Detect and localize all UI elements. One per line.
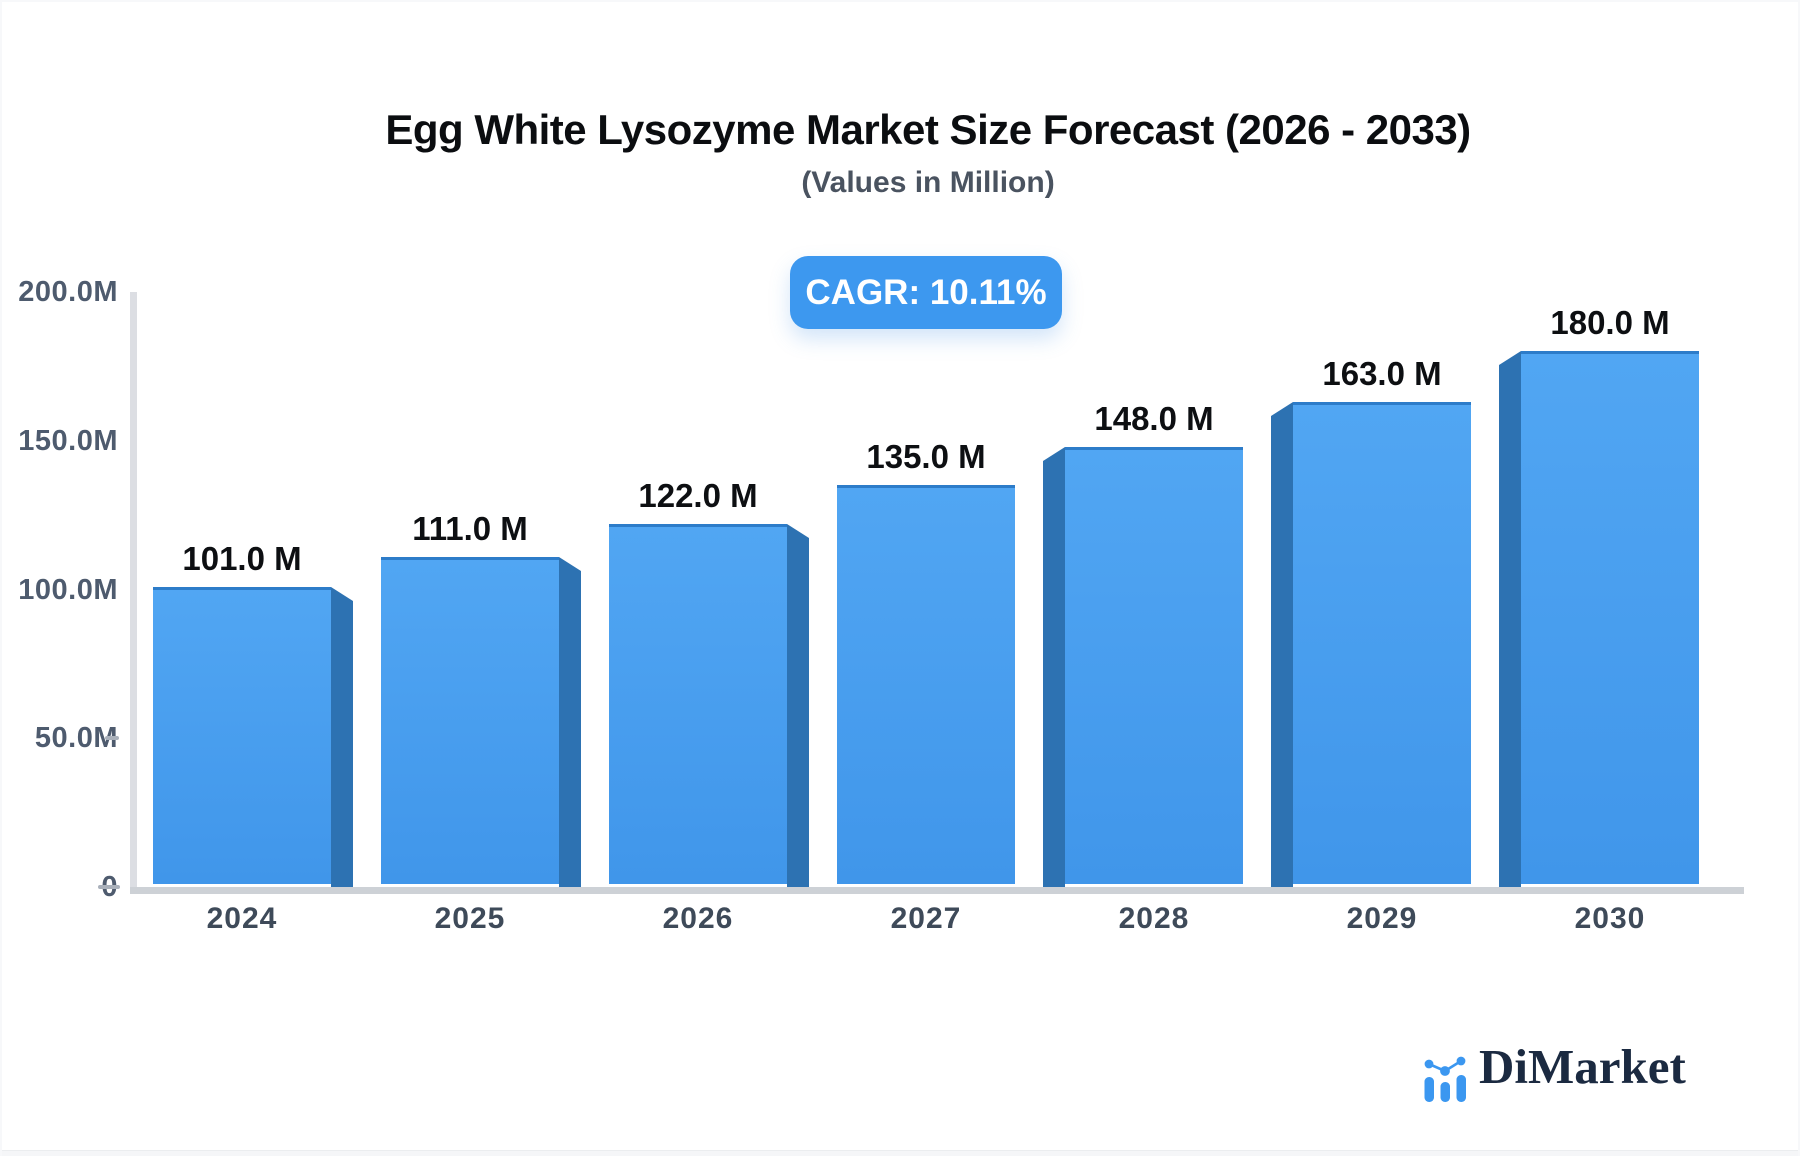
bar-value-label-2026: 122.0 M (638, 477, 758, 514)
bar-2028[interactable] (1065, 447, 1243, 884)
y-axis-tick-mark (105, 736, 119, 741)
bar-chart-trend-icon (1424, 1056, 1466, 1102)
bar-2026[interactable] (609, 524, 787, 884)
cagr-badge: CAGR: 10.11% (790, 256, 1062, 329)
cagr-badge-label: CAGR: 10.11% (805, 272, 1047, 312)
bottom-edge-strip (2, 1150, 1798, 1156)
x-axis-line (130, 887, 1744, 894)
bar-2030[interactable] (1521, 351, 1699, 884)
bar-3d-side-2025 (559, 557, 581, 887)
y-axis-tick-label: 200.0M (18, 276, 118, 308)
bar-2025[interactable] (381, 557, 559, 884)
chart-subtitle: (Values in Million) (801, 166, 1055, 199)
x-axis-label-2029: 2029 (1346, 902, 1418, 935)
bar-3d-side-2029 (1271, 402, 1293, 887)
y-axis-tick-label: 150.0M (18, 424, 118, 457)
y-axis-tick-label: 50.0M (34, 722, 118, 755)
brand-logo-text: DiMarket (1479, 1039, 1686, 1094)
bar-3d-side-2028 (1043, 447, 1065, 887)
bar-value-label-2028: 148.0 M (1094, 400, 1214, 437)
x-axis-label-2025: 2025 (434, 902, 506, 935)
chart-title: Egg White Lysozyme Market Size Forecast … (385, 106, 1471, 153)
bar-2024[interactable] (153, 587, 331, 884)
y-axis-tick-label: 100.0M (18, 573, 118, 606)
x-axis-label-2030: 2030 (1574, 902, 1646, 935)
x-axis-label-2027: 2027 (890, 902, 962, 935)
x-axis-label-2024: 2024 (206, 902, 278, 935)
bar-value-label-2030: 180.0 M (1550, 304, 1670, 341)
bar-value-label-2027: 135.0 M (866, 438, 986, 475)
brand-logo: DiMarket (1423, 1042, 1686, 1102)
bar-value-label-2025: 111.0 M (412, 510, 528, 547)
x-axis-label-2026: 2026 (662, 902, 734, 935)
bar-3d-side-2024 (331, 587, 353, 887)
x-axis-label-2028: 2028 (1118, 902, 1190, 935)
y-axis-tick-mark (98, 885, 120, 889)
bar-2027[interactable] (837, 485, 1015, 884)
bar-value-label-2024: 101.0 M (182, 540, 302, 577)
bar-3d-side-2030 (1499, 351, 1521, 887)
bar-3d-side-2026 (787, 524, 809, 887)
y-axis-line (130, 292, 137, 893)
bar-2029[interactable] (1293, 402, 1471, 884)
bar-value-label-2029: 163.0 M (1322, 355, 1442, 392)
